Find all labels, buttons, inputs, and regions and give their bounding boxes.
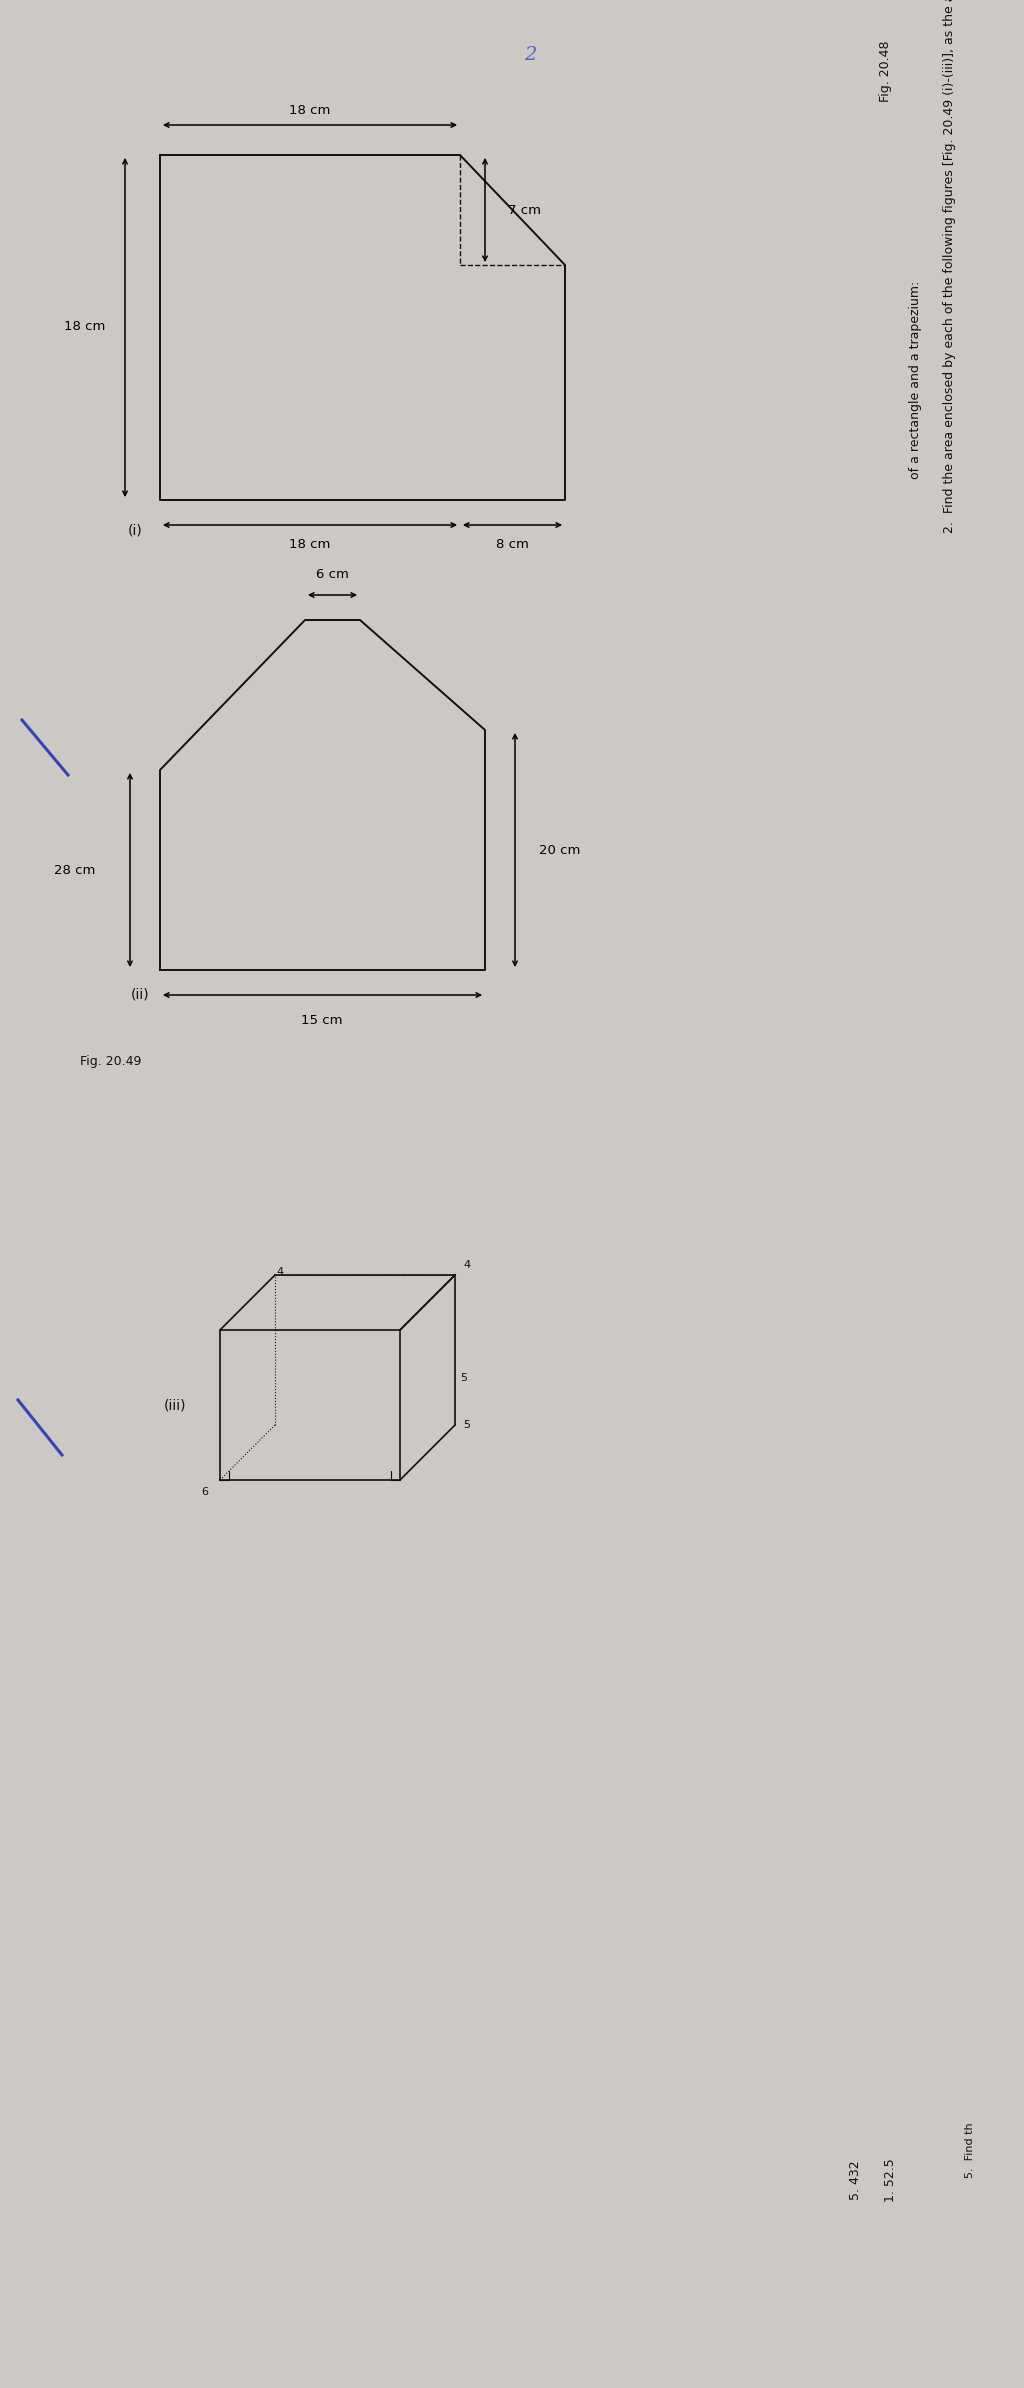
Text: 4: 4 — [276, 1268, 284, 1278]
Text: 18 cm: 18 cm — [290, 540, 331, 552]
Text: 18 cm: 18 cm — [65, 320, 105, 334]
Text: 7 cm: 7 cm — [509, 203, 542, 217]
Text: 8 cm: 8 cm — [496, 540, 528, 552]
Text: 5: 5 — [463, 1421, 470, 1430]
Text: (ii): (ii) — [131, 989, 150, 1003]
Text: 2.  Find the area enclosed by each of the following figures [Fig. 20.49 (i)-(iii: 2. Find the area enclosed by each of the… — [943, 0, 956, 533]
Text: (i): (i) — [128, 523, 142, 537]
Text: 28 cm: 28 cm — [54, 864, 95, 876]
Text: 5.  Find th: 5. Find th — [965, 2123, 975, 2178]
Text: 5: 5 — [460, 1373, 467, 1383]
Text: of a rectangle and a trapezium:: of a rectangle and a trapezium: — [908, 282, 922, 480]
Text: 15 cm: 15 cm — [301, 1013, 343, 1027]
Text: (iii): (iii) — [164, 1397, 186, 1411]
Text: 4: 4 — [463, 1261, 470, 1270]
Text: 20 cm: 20 cm — [540, 843, 581, 857]
Text: 2: 2 — [524, 45, 537, 64]
Text: Fig. 20.49: Fig. 20.49 — [80, 1055, 141, 1067]
Text: 6 cm: 6 cm — [315, 568, 348, 583]
Text: 18 cm: 18 cm — [290, 103, 331, 117]
Text: Fig. 20.48: Fig. 20.48 — [879, 41, 892, 103]
Text: 6: 6 — [201, 1488, 208, 1497]
Text: 5. 432: 5. 432 — [849, 2161, 861, 2199]
Text: 1. 52.5: 1. 52.5 — [884, 2159, 896, 2202]
